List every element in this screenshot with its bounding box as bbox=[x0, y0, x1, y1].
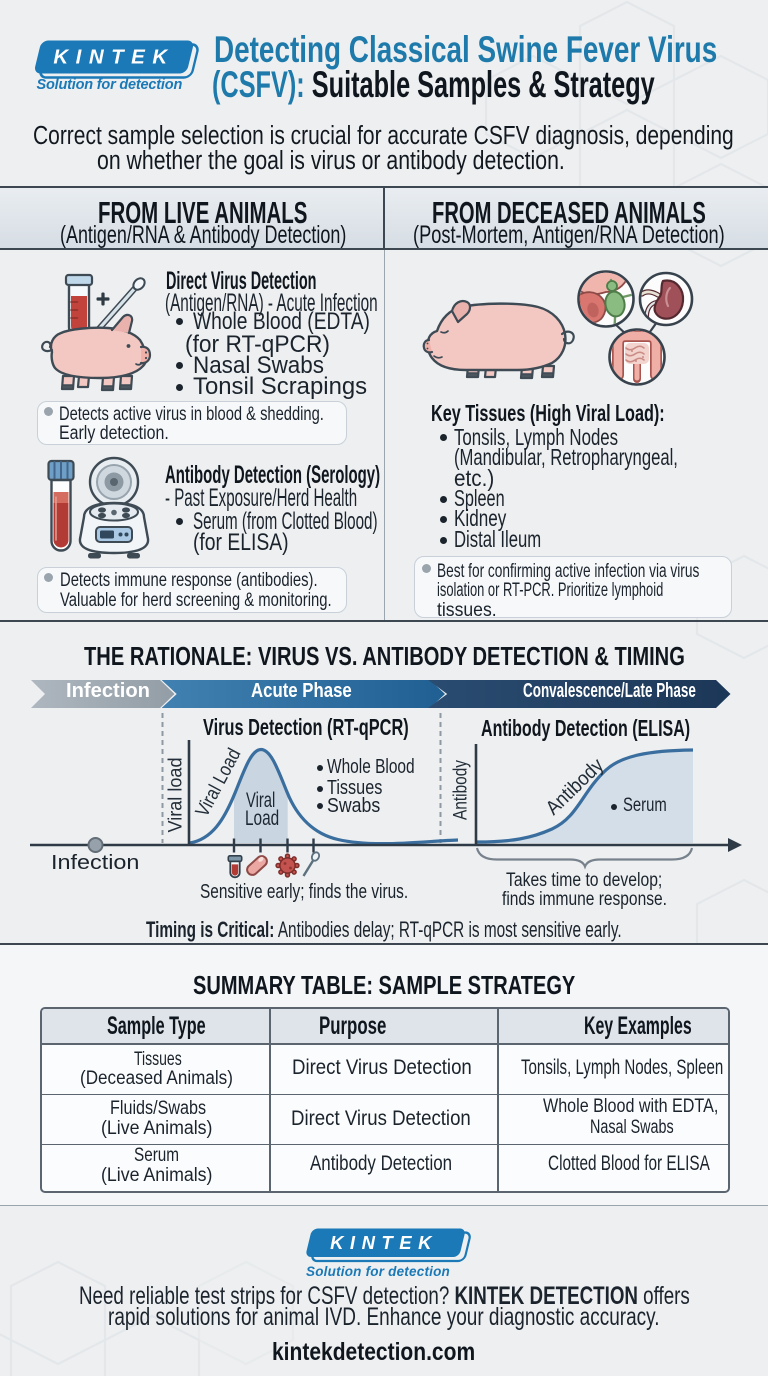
svg-text:KINTEK: KINTEK bbox=[330, 1232, 438, 1253]
svg-text:KINTEK: KINTEK bbox=[53, 46, 174, 69]
svg-text:Solution for detection: Solution for detection bbox=[37, 77, 183, 93]
svg-text:Solution for detection: Solution for detection bbox=[306, 1264, 450, 1279]
